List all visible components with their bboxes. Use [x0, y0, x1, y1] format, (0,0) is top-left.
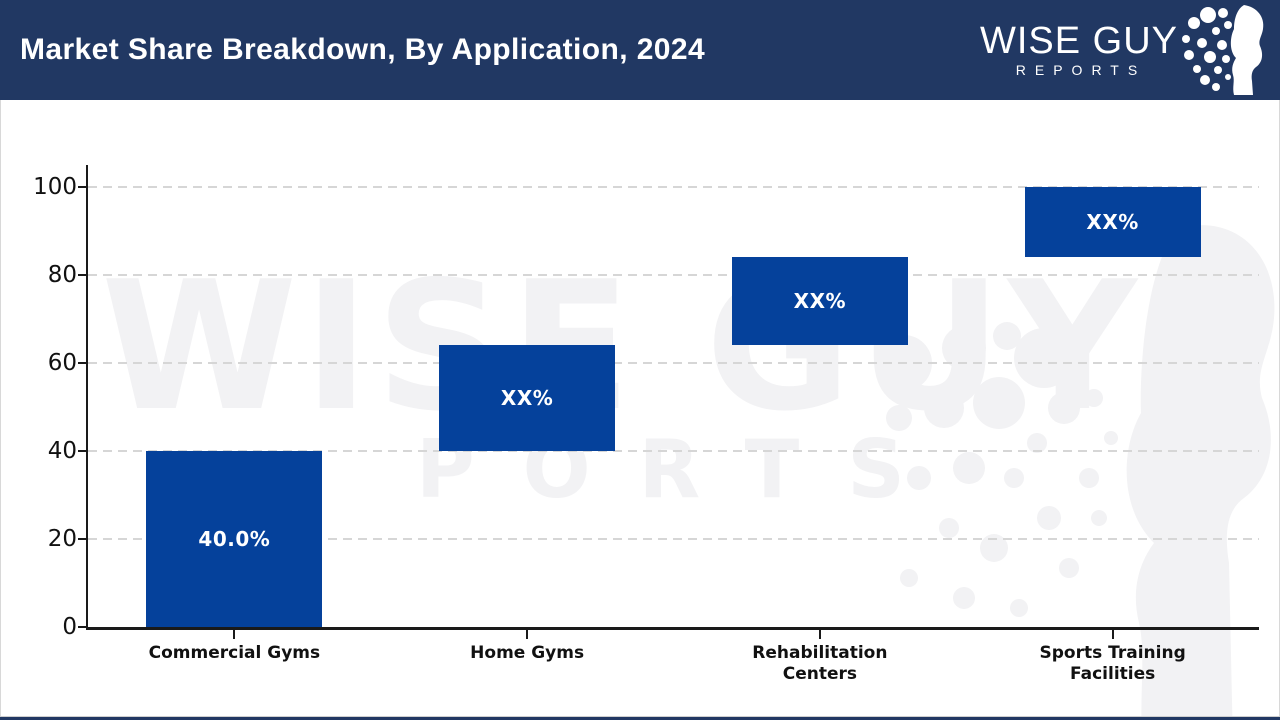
xtick-4 — [1111, 630, 1114, 639]
logo-subtext: REPORTS — [1015, 62, 1147, 79]
xtick-3 — [818, 630, 821, 639]
ytick-label-40: 40 — [47, 438, 77, 464]
header: Market Share Breakdown, By Application, … — [0, 0, 1280, 100]
bar-label-3: XX% — [793, 289, 847, 314]
chart-area: WISE GUY PORTS 0 20 40 60 80 100 40.0% Commerci… — [0, 100, 1280, 716]
ytick-40 — [78, 450, 88, 452]
gridline-40 — [88, 450, 1259, 452]
ytick-20 — [78, 538, 88, 540]
ytick-100 — [78, 186, 88, 188]
bar-4: XX% — [1024, 187, 1201, 258]
ytick-label-20: 20 — [47, 526, 77, 552]
logo-face-icon — [1182, 5, 1264, 95]
ytick-0 — [78, 626, 88, 628]
gridline-100 — [88, 186, 1259, 188]
x-axis-spine — [86, 627, 1259, 630]
xtick-2 — [526, 630, 529, 639]
gridline-80 — [88, 274, 1259, 276]
category-label-2: Home Gyms — [470, 643, 585, 663]
wise-guy-logo: WISE GUY REPORTS — [980, 0, 1270, 100]
watermark-face-pattern — [876, 225, 1275, 716]
ytick-label-0: 0 — [62, 614, 77, 640]
category-label-4: Sports Training Facilities — [1039, 643, 1186, 685]
bottom-strip — [0, 716, 1280, 720]
bar-1: 40.0% — [146, 451, 323, 627]
ytick-label-60: 60 — [47, 350, 77, 376]
ytick-label-100: 100 — [33, 174, 77, 200]
bar-3: XX% — [731, 257, 908, 346]
ytick-60 — [78, 362, 88, 364]
gridline-20 — [88, 538, 1259, 540]
category-label-1: Commercial Gyms — [148, 643, 321, 663]
category-label-3: Rehabilitation Centers — [752, 643, 888, 685]
y-axis-spine — [86, 165, 88, 629]
chart-title: Market Share Breakdown, By Application, … — [20, 33, 706, 66]
bar-label-2: XX% — [500, 386, 554, 411]
logo-text: WISE GUY REPORTS — [979, 19, 1178, 79]
bar-label-1: 40.0% — [198, 527, 271, 551]
gridline-60 — [88, 362, 1259, 364]
bar-2: XX% — [439, 345, 616, 451]
ytick-label-80: 80 — [47, 262, 77, 288]
bar-label-4: XX% — [1086, 210, 1139, 235]
xtick-1 — [233, 630, 236, 639]
logo-wordmark: WISE GUY — [979, 19, 1178, 62]
ytick-80 — [78, 274, 88, 276]
